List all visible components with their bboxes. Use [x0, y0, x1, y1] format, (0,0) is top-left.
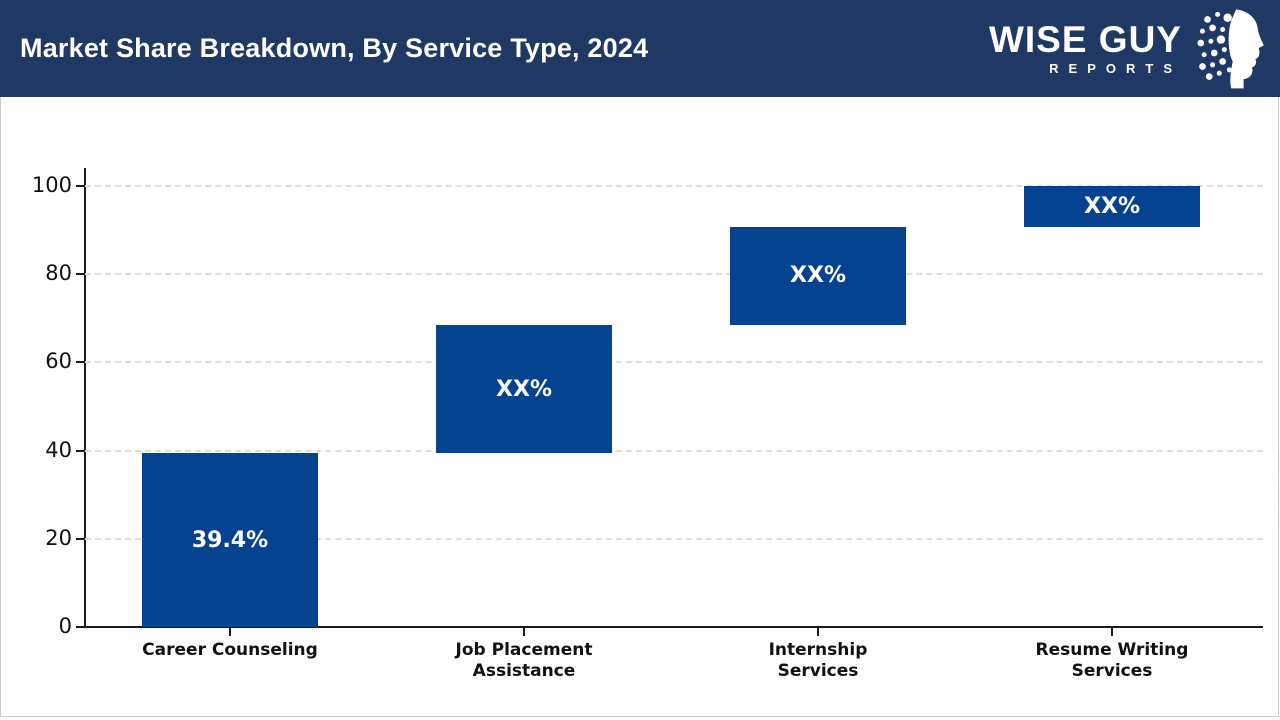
y-tick-label-20: 20: [45, 525, 72, 550]
y-tick-80: [76, 273, 84, 276]
x-tick: [229, 628, 231, 636]
bar-segment: XX%: [1024, 186, 1200, 227]
category-label-line: Services: [777, 661, 859, 681]
category-label-line: Job Placement: [455, 640, 593, 660]
gridline-20: [85, 537, 1263, 540]
y-tick-label-0: 0: [58, 614, 72, 638]
x-tick: [1111, 628, 1113, 636]
bar-value-label: XX%: [1084, 194, 1140, 219]
gridline-40: [85, 449, 1263, 452]
y-tick-label-60: 60: [45, 349, 72, 374]
brand-logo: WISE GUY REPORTS: [989, 6, 1268, 90]
x-tick: [817, 628, 819, 636]
x-axis: [84, 626, 1263, 628]
gridline-60: [85, 361, 1263, 364]
bar-value-label: XX%: [790, 263, 846, 289]
y-tick-100: [76, 185, 84, 187]
category-label: Resume Writing Services: [965, 640, 1259, 682]
page-title: Market Share Breakdown, By Service Type,…: [20, 33, 649, 63]
brand-logo-text: WISE GUY REPORTS: [988, 19, 1182, 77]
bar-segment: XX%: [436, 324, 612, 454]
category-label: Job Placement Assistance: [377, 640, 671, 682]
bar-value-label: 39.4%: [191, 527, 269, 553]
category-label-line: Services: [1071, 661, 1153, 681]
header: Market Share Breakdown, By Service Type,…: [0, 0, 1280, 97]
brand-face-icon: [1197, 9, 1264, 89]
category-label-line: Internship: [768, 640, 868, 660]
gridline-80: [85, 273, 1263, 276]
y-axis: [84, 168, 86, 628]
brand-name: WISE GUY: [988, 19, 1182, 60]
category-label-line: Resume Writing: [1035, 640, 1189, 660]
bar-segment: 39.4%: [142, 453, 318, 627]
y-tick-0: [76, 626, 84, 628]
category-label-line: Assistance: [472, 661, 576, 681]
y-tick-60: [76, 361, 84, 364]
bar-value-label: XX%: [496, 376, 552, 402]
brand-subname: REPORTS: [1049, 61, 1182, 76]
y-tick-label-40: 40: [45, 437, 72, 462]
y-tick-20: [76, 537, 84, 540]
y-tick-40: [76, 449, 84, 452]
category-label: Internship Services: [671, 640, 965, 682]
bar-segment: XX%: [730, 227, 906, 325]
gridline-100: [85, 185, 1263, 187]
x-tick: [523, 628, 525, 636]
y-tick-label-100: 100: [31, 173, 72, 197]
category-label: Career Counseling: [83, 640, 377, 661]
y-tick-label-80: 80: [45, 261, 72, 286]
category-label-line: Career Counseling: [142, 640, 318, 660]
